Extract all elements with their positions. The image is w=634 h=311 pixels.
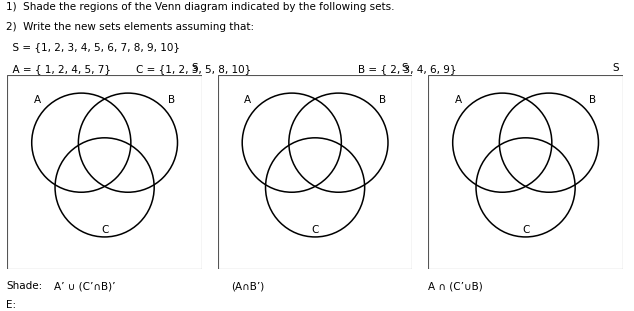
Text: A’ ∪ (C’∩B)’: A’ ∪ (C’∩B)’	[54, 281, 115, 291]
Text: (A∩B’): (A∩B’)	[231, 281, 264, 291]
Text: A: A	[34, 95, 41, 105]
Text: S: S	[402, 63, 408, 73]
Text: A = { 1, 2, 4, 5, 7}: A = { 1, 2, 4, 5, 7}	[6, 64, 112, 74]
Text: A: A	[244, 95, 251, 105]
Text: S: S	[612, 63, 619, 73]
Text: S: S	[191, 63, 198, 73]
Text: E:: E:	[6, 300, 16, 310]
Text: B: B	[590, 95, 597, 105]
FancyBboxPatch shape	[8, 75, 202, 269]
Text: A: A	[455, 95, 462, 105]
Text: 2)  Write the new sets elements assuming that:: 2) Write the new sets elements assuming …	[6, 22, 254, 32]
Text: C: C	[522, 225, 529, 235]
Text: B: B	[379, 95, 386, 105]
Text: A ∩ (C’∪B): A ∩ (C’∪B)	[428, 281, 482, 291]
Text: B: B	[169, 95, 176, 105]
Text: B = { 2, 3, 4, 6, 9}: B = { 2, 3, 4, 6, 9}	[358, 64, 456, 74]
FancyBboxPatch shape	[218, 75, 412, 269]
Text: C: C	[311, 225, 319, 235]
Text: S = {1, 2, 3, 4, 5, 6, 7, 8, 9, 10}: S = {1, 2, 3, 4, 5, 6, 7, 8, 9, 10}	[6, 42, 180, 52]
Text: 1)  Shade the regions of the Venn diagram indicated by the following sets.: 1) Shade the regions of the Venn diagram…	[6, 2, 395, 12]
FancyBboxPatch shape	[429, 75, 623, 269]
Text: C = {1, 2, 3, 5, 8, 10}: C = {1, 2, 3, 5, 8, 10}	[136, 64, 252, 74]
Text: C: C	[101, 225, 108, 235]
Text: Shade:: Shade:	[6, 281, 42, 291]
